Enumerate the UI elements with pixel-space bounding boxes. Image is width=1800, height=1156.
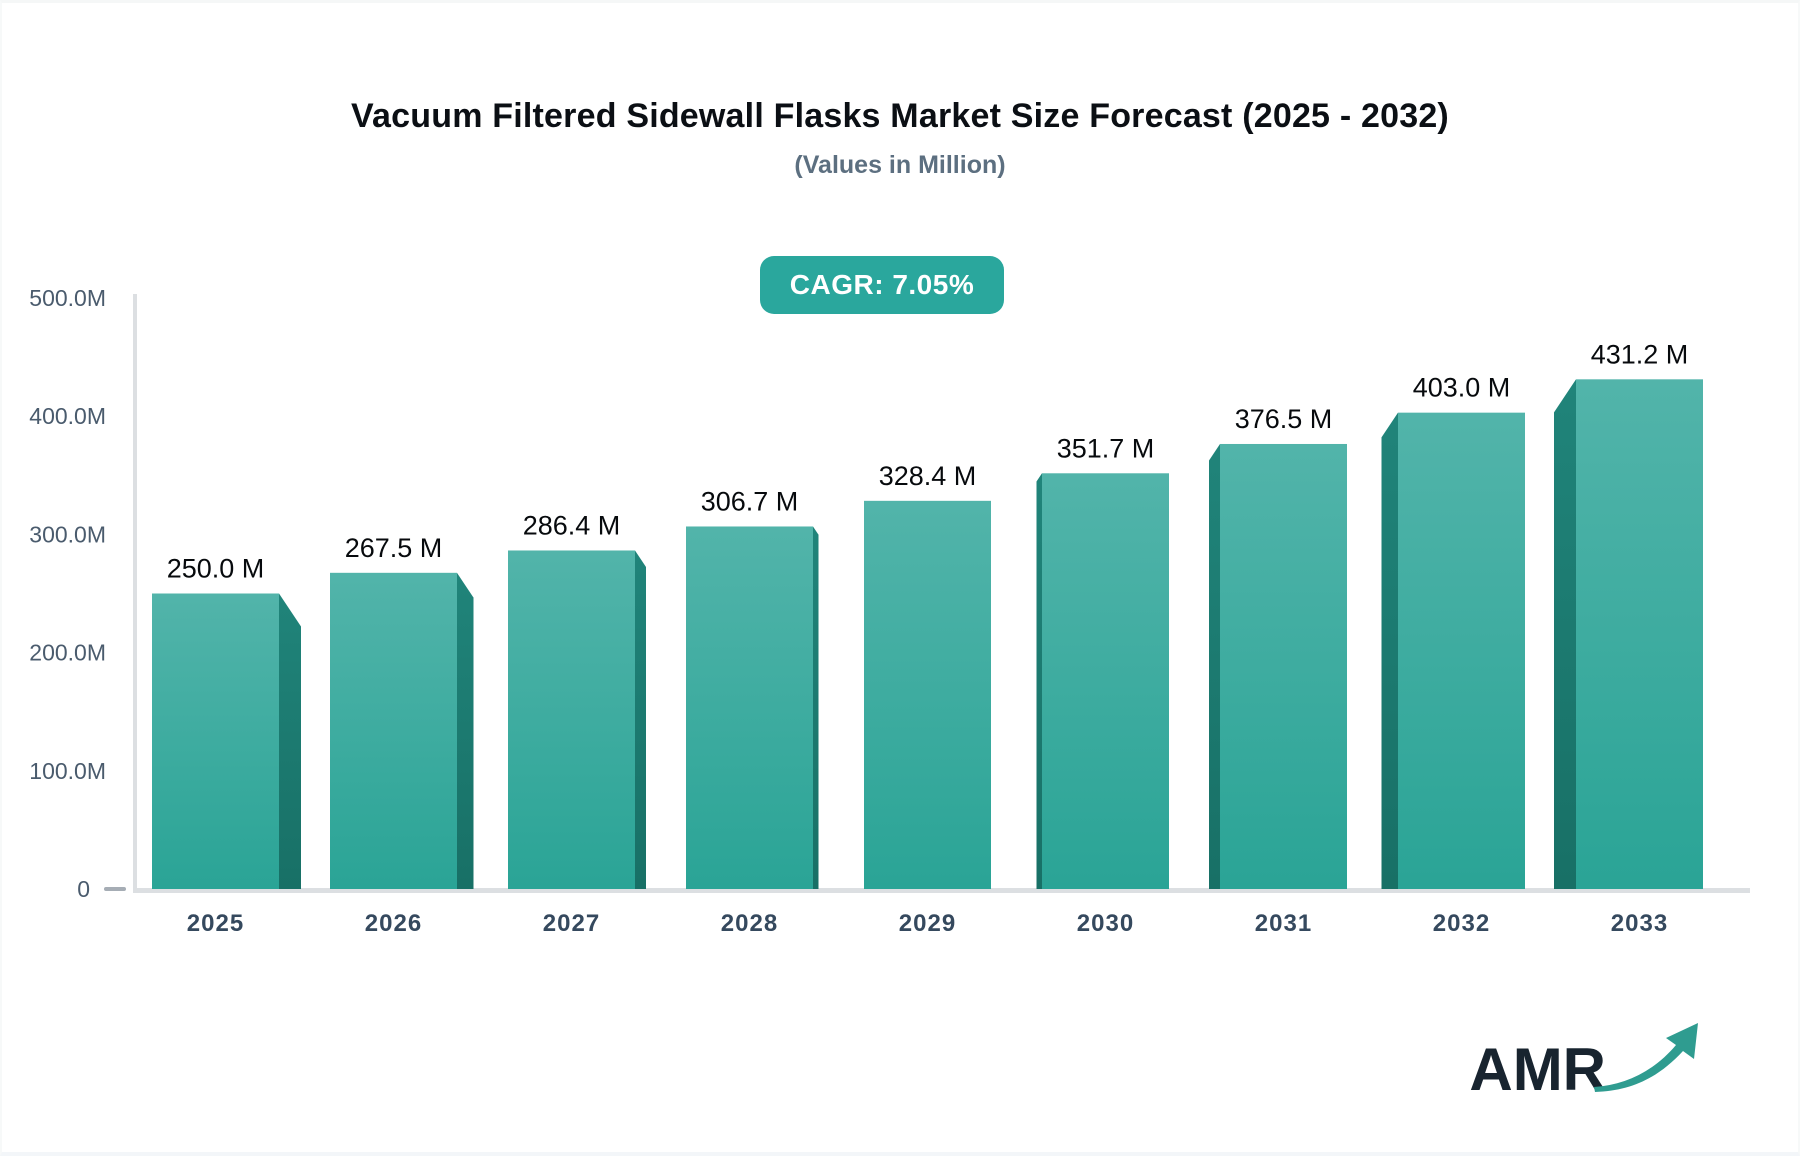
bar-side-face [279,593,301,889]
y-axis-label: 0 [77,876,90,902]
cagr-badge: CAGR: 7.05% [759,256,1005,314]
x-axis-label: 2031 [1255,910,1312,937]
y-axis-label: 200.0M [29,640,106,666]
bar-side-face [1554,379,1576,889]
chart-subtitle: (Values in Million) [794,151,1006,179]
x-axis-label: 2028 [721,910,778,937]
y-axis-label: 500.0M [29,285,106,311]
x-axis-label: 2030 [1077,910,1134,937]
bar [864,500,991,889]
x-axis-line [133,888,1750,893]
y-axis-label: 100.0M [29,758,106,784]
bar-side-face [635,550,646,889]
x-axis-label: 2032 [1433,910,1490,937]
bar-side-face [1381,412,1398,889]
x-axis-label: 2029 [899,910,956,937]
bar [152,593,279,889]
bar-value-label: 328.4 M [879,461,977,491]
amr-logo: AMR [1469,1021,1702,1100]
bar [1576,379,1703,889]
bar-value-label: 250.0 M [167,554,265,584]
bar [1220,443,1347,889]
bar-value-label: 351.7 M [1057,433,1155,463]
zero-tick [104,887,126,891]
growth-arrow-icon [1592,1021,1702,1098]
bar-value-label: 376.5 M [1235,404,1333,434]
bar-value-label: 306.7 M [701,486,799,516]
bar [686,526,813,889]
x-axis-label: 2025 [187,910,244,937]
chart-title: Vacuum Filtered Sidewall Flasks Market S… [351,97,1449,135]
bar-value-label: 267.5 M [345,533,443,563]
bar-side-face [813,526,819,889]
bar-side-face [457,572,474,889]
bar [1398,412,1525,889]
x-axis-label: 2027 [543,910,600,937]
bar-value-label: 286.4 M [523,510,621,540]
x-axis-label: 2026 [365,910,422,937]
bar-side-face [1209,443,1220,889]
bar [508,550,635,889]
bar-value-label: 403.0 M [1413,373,1511,403]
amr-logo-text: AMR [1469,1036,1606,1103]
bar-value-label: 431.2 M [1591,339,1689,369]
cagr-badge-row: CAGR: 7.05% [2,256,1762,314]
y-axis-label: 300.0M [29,521,106,547]
bar-chart: 500.0M 400.0M 300.0M 200.0M 100.0M 0 250.0 M 20… [29,285,1750,937]
bar [330,572,457,889]
y-axis-line [133,294,137,893]
x-axis-label: 2033 [1611,910,1668,937]
bar-side-face [1036,473,1042,889]
bar [1042,473,1169,889]
y-axis-label: 400.0M [29,403,106,429]
